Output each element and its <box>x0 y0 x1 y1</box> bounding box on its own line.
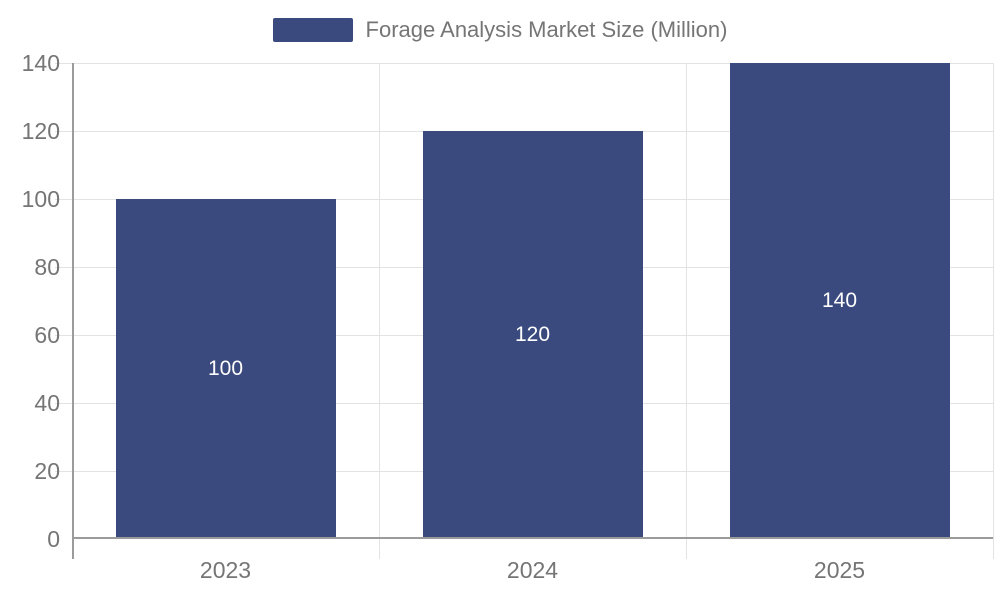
h-gridline-140 <box>55 63 993 64</box>
y-tick-label-140: 140 <box>21 50 60 76</box>
bar-value-label-2024: 120 <box>514 323 551 346</box>
bar-value-label-2023: 100 <box>207 357 244 380</box>
bar-2025[interactable] <box>729 63 950 539</box>
y-axis-line <box>72 63 74 559</box>
x-tick-label-2024: 2024 <box>506 557 559 583</box>
y-tick-label-80: 80 <box>34 254 60 280</box>
y-tick-label-20: 20 <box>34 458 60 484</box>
legend-swatch <box>272 18 353 42</box>
x-axis-line <box>72 537 993 539</box>
v-gridline-1 <box>379 63 380 559</box>
bar-2024[interactable] <box>422 131 643 539</box>
v-gridline-3 <box>993 63 994 559</box>
legend-label: Forage Analysis Market Size (Million) <box>365 17 728 42</box>
v-gridline-2 <box>686 63 687 559</box>
y-tick-label-60: 60 <box>34 322 60 348</box>
bar-value-label-2025: 140 <box>821 289 858 312</box>
y-tick-label-100: 100 <box>21 186 60 212</box>
x-tick-label-2023: 2023 <box>199 557 252 583</box>
x-tick-label-2025: 2025 <box>813 557 866 583</box>
y-tick-label-40: 40 <box>34 390 60 416</box>
legend-item[interactable]: Forage Analysis Market Size (Million) <box>0 17 1000 43</box>
y-tick-label-0: 0 <box>47 526 60 552</box>
y-tick-label-120: 120 <box>21 118 60 144</box>
bar-2023[interactable] <box>115 199 336 539</box>
plot-area: 100 120 140 <box>55 63 994 559</box>
